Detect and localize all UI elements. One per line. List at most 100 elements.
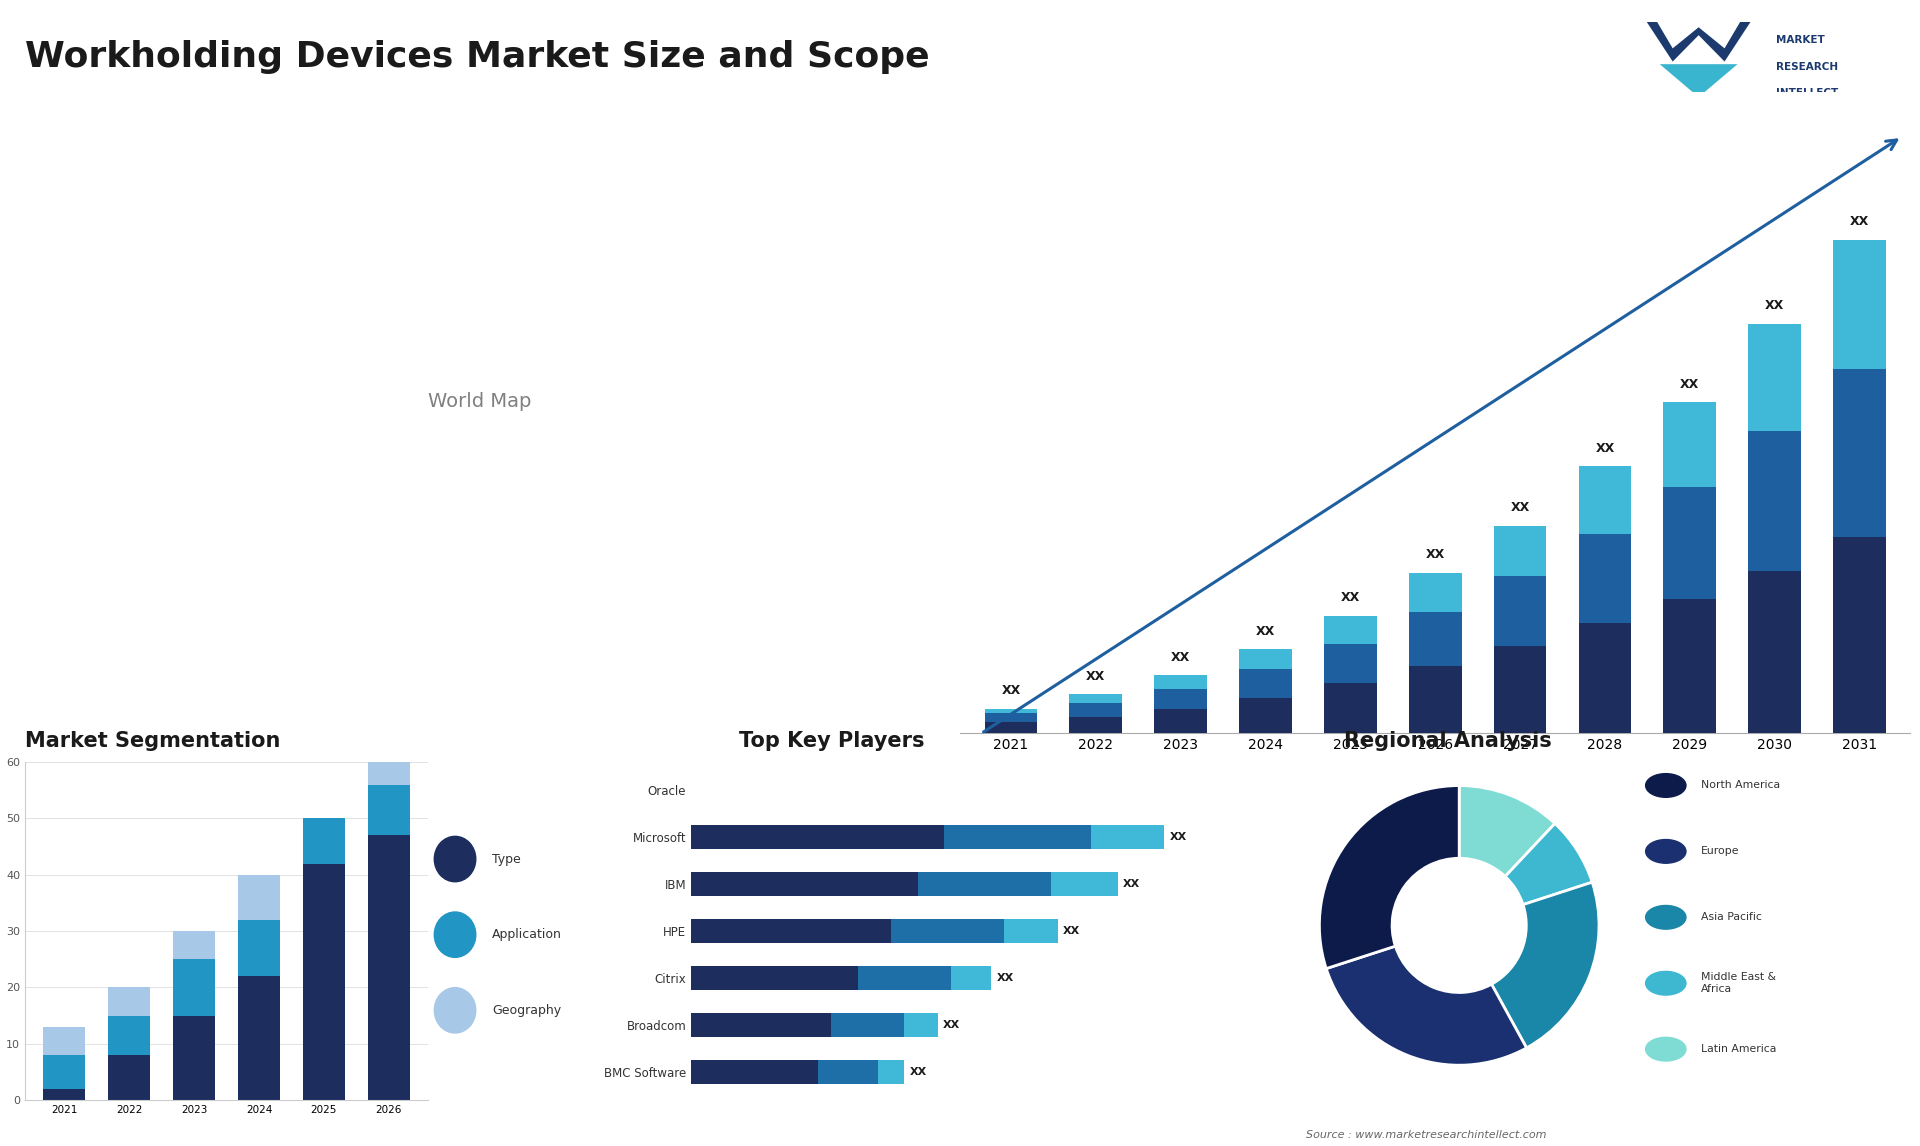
- Bar: [985, 713, 1037, 722]
- Bar: [1004, 919, 1058, 943]
- Text: XX: XX: [1064, 926, 1081, 936]
- Bar: [918, 872, 1050, 896]
- Bar: [1069, 704, 1121, 716]
- Text: XX: XX: [1002, 684, 1021, 697]
- Circle shape: [434, 988, 476, 1033]
- Bar: [1154, 675, 1208, 689]
- Text: XX: XX: [1123, 879, 1140, 889]
- Bar: [1154, 689, 1208, 708]
- Bar: [1154, 708, 1208, 733]
- Bar: [173, 1015, 215, 1100]
- Bar: [1409, 573, 1461, 612]
- Text: XX: XX: [1087, 669, 1106, 683]
- Bar: [1749, 571, 1801, 733]
- Bar: [1325, 615, 1377, 644]
- Text: Asia Pacific: Asia Pacific: [1701, 912, 1763, 923]
- Bar: [904, 1013, 937, 1037]
- Text: North America: North America: [1701, 780, 1780, 791]
- Bar: [1409, 666, 1461, 733]
- Wedge shape: [1319, 786, 1459, 968]
- Text: MARKET: MARKET: [1776, 36, 1826, 46]
- Bar: [238, 874, 280, 920]
- Bar: [1578, 466, 1632, 534]
- Bar: [691, 1060, 818, 1084]
- Text: Application: Application: [492, 928, 563, 941]
- Text: Source : www.marketresearchintellect.com: Source : www.marketresearchintellect.com: [1306, 1130, 1546, 1140]
- Bar: [173, 959, 215, 1015]
- Text: INTELLECT: INTELLECT: [1776, 88, 1839, 99]
- Text: Europe: Europe: [1701, 847, 1740, 856]
- Polygon shape: [1647, 22, 1751, 62]
- Bar: [985, 722, 1037, 733]
- Bar: [1050, 872, 1117, 896]
- Bar: [1749, 431, 1801, 571]
- Text: XX: XX: [1849, 215, 1868, 228]
- Text: Market Segmentation: Market Segmentation: [25, 731, 280, 751]
- Bar: [108, 1055, 150, 1100]
- Bar: [831, 1013, 904, 1037]
- Bar: [173, 931, 215, 959]
- Text: XX: XX: [1511, 501, 1530, 515]
- Wedge shape: [1492, 882, 1599, 1047]
- Bar: [1749, 324, 1801, 431]
- Bar: [1069, 694, 1121, 704]
- Ellipse shape: [1645, 774, 1686, 798]
- Text: Latin America: Latin America: [1701, 1044, 1776, 1054]
- Text: XX: XX: [1256, 625, 1275, 637]
- Text: XX: XX: [910, 1067, 927, 1077]
- Bar: [1091, 825, 1164, 849]
- Bar: [858, 966, 950, 990]
- Bar: [1494, 646, 1546, 733]
- Text: Geography: Geography: [492, 1004, 561, 1017]
- Bar: [1663, 402, 1716, 487]
- Bar: [1834, 369, 1885, 537]
- Wedge shape: [1505, 824, 1592, 904]
- Bar: [1238, 650, 1292, 669]
- Bar: [1494, 576, 1546, 646]
- Bar: [1834, 537, 1885, 733]
- Text: XX: XX: [1169, 832, 1187, 842]
- Bar: [891, 919, 1004, 943]
- Text: RESEARCH: RESEARCH: [1776, 62, 1839, 72]
- Bar: [945, 825, 1091, 849]
- Bar: [985, 708, 1037, 713]
- Bar: [238, 920, 280, 976]
- Bar: [108, 988, 150, 1015]
- Polygon shape: [1659, 64, 1738, 97]
- Text: XX: XX: [1425, 549, 1446, 562]
- Bar: [877, 1060, 904, 1084]
- Bar: [691, 919, 891, 943]
- Bar: [1578, 623, 1632, 733]
- Wedge shape: [1327, 947, 1526, 1065]
- Bar: [1069, 716, 1121, 733]
- Bar: [1238, 669, 1292, 698]
- Bar: [44, 1027, 86, 1055]
- Text: XX: XX: [1764, 299, 1784, 313]
- Bar: [303, 864, 346, 1100]
- Text: XX: XX: [996, 973, 1014, 983]
- Bar: [367, 729, 409, 785]
- Bar: [367, 835, 409, 1100]
- Bar: [1325, 644, 1377, 683]
- Bar: [1494, 526, 1546, 576]
- Text: Middle East &
Africa: Middle East & Africa: [1701, 973, 1776, 994]
- Bar: [367, 785, 409, 835]
- Bar: [1663, 599, 1716, 733]
- Bar: [108, 1015, 150, 1055]
- Bar: [818, 1060, 877, 1084]
- Bar: [691, 1013, 831, 1037]
- Text: XX: XX: [1171, 651, 1190, 664]
- Bar: [691, 825, 945, 849]
- Wedge shape: [1459, 786, 1555, 877]
- Bar: [1409, 612, 1461, 666]
- Text: Type: Type: [492, 853, 520, 865]
- Bar: [691, 872, 918, 896]
- Text: XX: XX: [1340, 591, 1359, 604]
- Bar: [1663, 487, 1716, 599]
- Text: XX: XX: [1680, 378, 1699, 391]
- Bar: [950, 966, 991, 990]
- Text: XX: XX: [1596, 442, 1615, 455]
- Ellipse shape: [1645, 905, 1686, 929]
- Text: Workholding Devices Market Size and Scope: Workholding Devices Market Size and Scop…: [25, 40, 929, 74]
- Ellipse shape: [1645, 1037, 1686, 1061]
